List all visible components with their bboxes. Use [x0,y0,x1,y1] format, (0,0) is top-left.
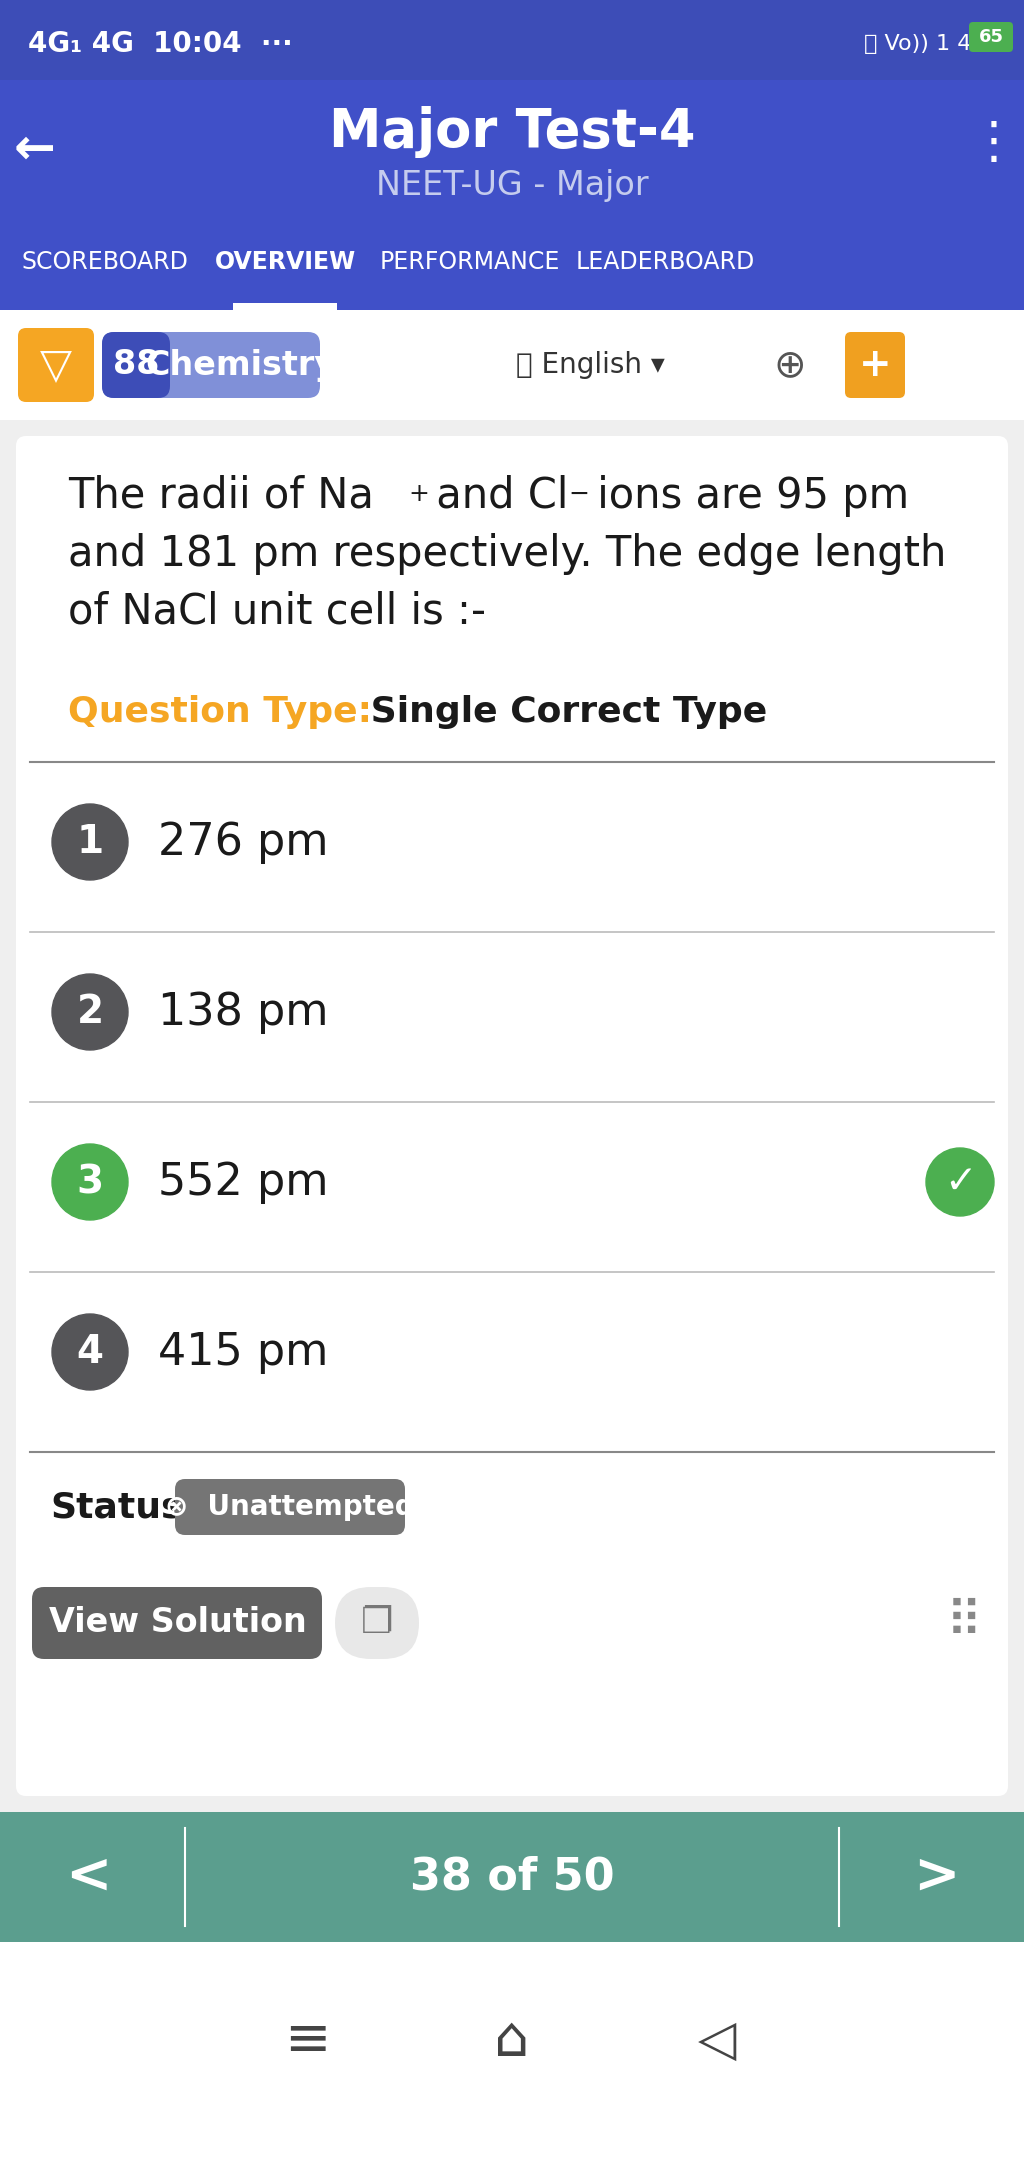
Text: ◁: ◁ [697,2016,736,2064]
Circle shape [926,1147,994,1217]
Text: View Solution: View Solution [49,1606,307,1640]
Bar [0,220,1024,309]
FancyBboxPatch shape [175,1478,406,1534]
Text: Single Correct Type: Single Correct Type [358,696,767,728]
Text: of NaCl unit cell is :-: of NaCl unit cell is :- [68,590,486,633]
Text: ❐: ❐ [360,1606,393,1640]
Text: 88: 88 [113,348,160,382]
Text: NEET-UG - Major: NEET-UG - Major [376,169,648,201]
Bar [0,309,1024,419]
FancyBboxPatch shape [335,1586,419,1660]
Bar [0,80,1024,220]
Text: ⋮: ⋮ [969,119,1019,166]
Text: and Cl: and Cl [423,475,568,516]
FancyBboxPatch shape [32,1586,322,1660]
Text: and 181 pm respectively. The edge length: and 181 pm respectively. The edge length [68,534,946,575]
Circle shape [52,804,128,880]
FancyBboxPatch shape [102,333,319,398]
FancyBboxPatch shape [102,333,170,398]
Text: ions are 95 pm: ions are 95 pm [584,475,909,516]
Text: 65: 65 [979,28,1004,45]
Text: 552 pm: 552 pm [158,1160,329,1204]
Text: 1: 1 [77,823,103,860]
Bar [233,303,337,309]
Text: Chemistry: Chemistry [145,348,337,382]
Text: ⊗  Unattempted: ⊗ Unattempted [165,1493,415,1521]
Text: −: − [568,482,589,506]
Bar [0,1813,1024,1943]
Text: ⌂: ⌂ [495,2014,529,2068]
Text: 3: 3 [77,1163,103,1202]
Text: <: < [65,1850,112,1904]
FancyBboxPatch shape [845,333,905,398]
Text: The radii of Na: The radii of Na [68,475,374,516]
Text: Major Test-4: Major Test-4 [329,106,695,158]
Text: +: + [859,346,891,385]
Text: ≡: ≡ [284,2014,331,2068]
Text: 138 pm: 138 pm [158,990,329,1033]
Text: PERFORMANCE: PERFORMANCE [380,251,560,274]
Circle shape [52,1143,128,1221]
FancyBboxPatch shape [969,22,1013,52]
Bar [0,0,1024,80]
Text: ✓: ✓ [944,1163,976,1202]
Text: 415 pm: 415 pm [158,1331,329,1374]
Text: 🌐 English ▾: 🌐 English ▾ [516,350,665,378]
Text: SCOREBOARD: SCOREBOARD [22,251,188,274]
Text: 276 pm: 276 pm [158,821,329,864]
Text: 2: 2 [77,994,103,1031]
Text: OVERVIEW: OVERVIEW [214,251,355,274]
Circle shape [52,1314,128,1390]
Text: +: + [408,482,429,506]
Circle shape [52,975,128,1050]
Text: 4G₁ 4G  10:04  ···: 4G₁ 4G 10:04 ··· [28,30,293,58]
FancyBboxPatch shape [16,437,1008,1796]
Text: 38 of 50: 38 of 50 [410,1856,614,1900]
Text: LEADERBOARD: LEADERBOARD [575,251,755,274]
Text: ⠿: ⠿ [946,1599,982,1647]
Text: 🔔 Vo)) 1 4G:: 🔔 Vo)) 1 4G: [864,35,996,54]
Text: Status:: Status: [50,1489,197,1524]
Bar [0,1943,1024,2161]
Text: ▽: ▽ [40,344,72,387]
Text: ⊕: ⊕ [774,346,806,385]
Text: ←: ← [14,125,56,175]
Text: 4: 4 [77,1333,103,1370]
Text: Question Type:: Question Type: [68,696,372,728]
FancyBboxPatch shape [18,328,94,402]
Text: >: > [912,1850,959,1904]
